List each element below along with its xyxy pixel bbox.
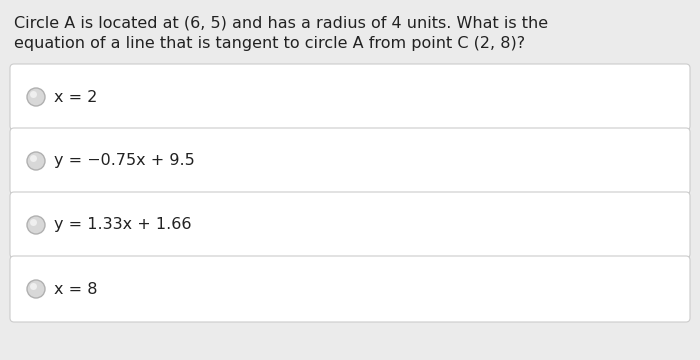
Circle shape [30, 91, 37, 98]
FancyBboxPatch shape [10, 64, 690, 130]
Circle shape [30, 283, 37, 290]
Text: Circle A is located at (6, 5) and has a radius of 4 units. What is the: Circle A is located at (6, 5) and has a … [14, 15, 548, 30]
Circle shape [30, 155, 37, 162]
Text: y = 1.33x + 1.66: y = 1.33x + 1.66 [54, 217, 192, 233]
FancyBboxPatch shape [10, 192, 690, 258]
Circle shape [27, 152, 45, 170]
Text: x = 2: x = 2 [54, 90, 97, 104]
Text: x = 8: x = 8 [54, 282, 97, 297]
Text: y = −0.75x + 9.5: y = −0.75x + 9.5 [54, 153, 195, 168]
Circle shape [27, 280, 45, 298]
FancyBboxPatch shape [10, 256, 690, 322]
FancyBboxPatch shape [10, 128, 690, 194]
Text: equation of a line that is tangent to circle A from point C (2, 8)?: equation of a line that is tangent to ci… [14, 36, 525, 51]
Circle shape [30, 219, 37, 226]
Circle shape [27, 88, 45, 106]
Circle shape [27, 216, 45, 234]
